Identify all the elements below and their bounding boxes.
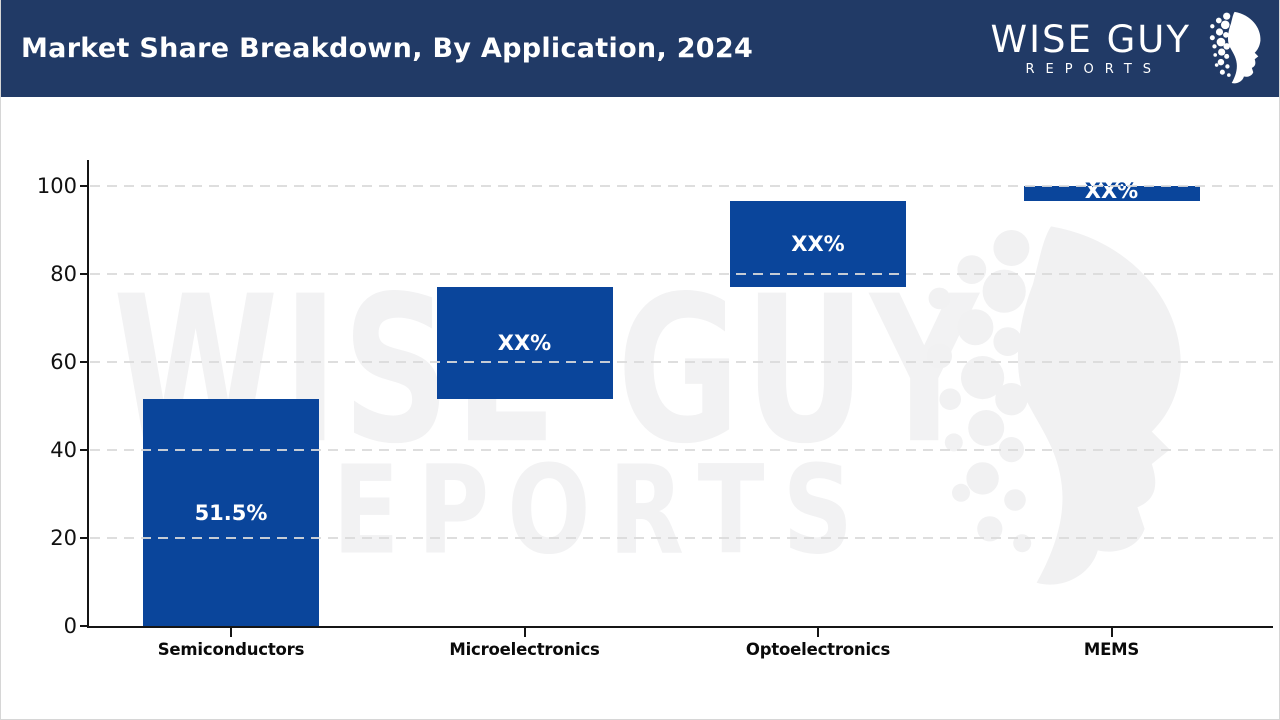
- bar-value-label-microelectronics: XX%: [497, 331, 552, 356]
- y-tick-label-100: 100: [36, 174, 77, 198]
- y-tick-label-60: 60: [50, 350, 77, 374]
- x-category-label-semiconductors: Semiconductors: [157, 640, 305, 659]
- gridline-40: [90, 449, 1273, 451]
- y-tick-80: [80, 273, 89, 275]
- x-tick-mems: [1110, 628, 1113, 637]
- y-tick-label-0: 0: [63, 614, 77, 638]
- bar-value-label-optoelectronics: XX%: [791, 232, 845, 257]
- header-bar: Market Share Breakdown, By Application, …: [1, 0, 1279, 97]
- x-category-label-mems: MEMS: [1083, 640, 1140, 659]
- bar-value-label-mems: XX%: [1084, 186, 1139, 202]
- y-tick-100: [80, 185, 89, 187]
- x-category-label-microelectronics: Microelectronics: [449, 640, 600, 659]
- bar-microelectronics: XX%: [436, 287, 613, 400]
- x-category-label-optoelectronics: Optoelectronics: [745, 640, 891, 659]
- logo-wise-guy-text: WISE GUY: [990, 17, 1191, 61]
- x-tick-optoelectronics: [817, 628, 819, 637]
- gridline-60: [90, 361, 1273, 363]
- y-tick-0: [80, 625, 89, 627]
- y-tick-40: [80, 449, 89, 451]
- x-tick-microelectronics: [523, 628, 526, 637]
- y-tick-60: [80, 361, 89, 363]
- x-axis-line: [87, 626, 1273, 628]
- bar-value-label-semiconductors: 51.5%: [194, 500, 268, 525]
- wise-guy-logo: WISE GUY REPORTS: [991, 9, 1267, 88]
- page-title: Market Share Breakdown, By Application, …: [21, 33, 754, 64]
- x-tick-semiconductors: [230, 628, 232, 637]
- bar-optoelectronics: XX%: [730, 201, 906, 288]
- logo-text: WISE GUY REPORTS: [991, 21, 1191, 77]
- bar-semiconductors: 51.5%: [143, 399, 319, 626]
- y-tick-20: [80, 537, 89, 539]
- logo-face-icon: [1209, 11, 1261, 84]
- y-tick-label-40: 40: [50, 438, 77, 462]
- gridline-80: [90, 273, 1273, 275]
- gridline-20: [90, 537, 1273, 539]
- gridline-100: [90, 185, 1273, 187]
- bar-mems: XX%: [1023, 186, 1200, 202]
- logo-reports-text: REPORTS: [1025, 61, 1163, 77]
- y-tick-label-80: 80: [50, 262, 77, 286]
- y-tick-label-20: 20: [50, 526, 77, 550]
- y-axis-line: [87, 160, 89, 628]
